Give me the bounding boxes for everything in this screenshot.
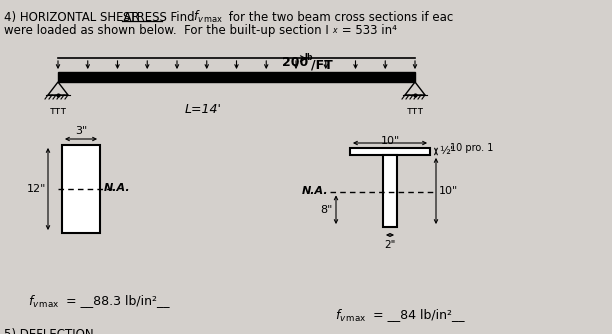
Text: 3": 3" [75, 126, 87, 136]
Text: $_{x}$: $_{x}$ [332, 26, 339, 36]
Bar [383, 155, 397, 227]
Text: $f_{v\,\mathrm{max}}$: $f_{v\,\mathrm{max}}$ [28, 294, 60, 310]
Text: L=14': L=14' [185, 103, 222, 116]
Text: $f_{v\,\mathrm{max}}$: $f_{v\,\mathrm{max}}$ [335, 308, 367, 324]
Text: STRESS: STRESS [122, 11, 167, 24]
Text: 10": 10" [381, 136, 400, 146]
Text: = __88.3 lb/in²__: = __88.3 lb/in²__ [62, 294, 170, 307]
Text: N.A.: N.A. [104, 183, 130, 193]
Text: Find: Find [163, 11, 198, 24]
Text: were loaded as shown below.  For the built-up section I: were loaded as shown below. For the buil… [4, 24, 329, 37]
Text: 200: 200 [282, 56, 313, 69]
Text: = __84 lb/in²__: = __84 lb/in²__ [369, 308, 465, 321]
Text: ½": ½" [439, 147, 455, 157]
Text: $f_{v\,\mathrm{max}}$: $f_{v\,\mathrm{max}}$ [193, 9, 223, 25]
Text: 2": 2" [384, 240, 396, 250]
Text: = 533 in⁴: = 533 in⁴ [338, 24, 397, 37]
Text: 10 pro. 1: 10 pro. 1 [450, 143, 493, 153]
Text: 12": 12" [27, 184, 46, 194]
Text: 4) HORIZONTAL SHEAR: 4) HORIZONTAL SHEAR [4, 11, 143, 24]
Text: 10": 10" [439, 186, 458, 196]
Text: 8": 8" [321, 205, 333, 215]
Text: ттт: ттт [50, 106, 67, 116]
Text: N.A.: N.A. [301, 186, 328, 196]
Bar [62, 145, 100, 233]
Text: /FT: /FT [311, 58, 333, 71]
Text: ттт: ттт [406, 106, 424, 116]
Bar [350, 148, 430, 155]
Text: 5) DEFLECTION: 5) DEFLECTION [4, 328, 94, 334]
Text: $\mathbf{^{lb}}$: $\mathbf{^{lb}}$ [304, 53, 314, 63]
Text: for the two beam cross sections if eac: for the two beam cross sections if eac [225, 11, 453, 24]
Bar [58, 72, 415, 82]
